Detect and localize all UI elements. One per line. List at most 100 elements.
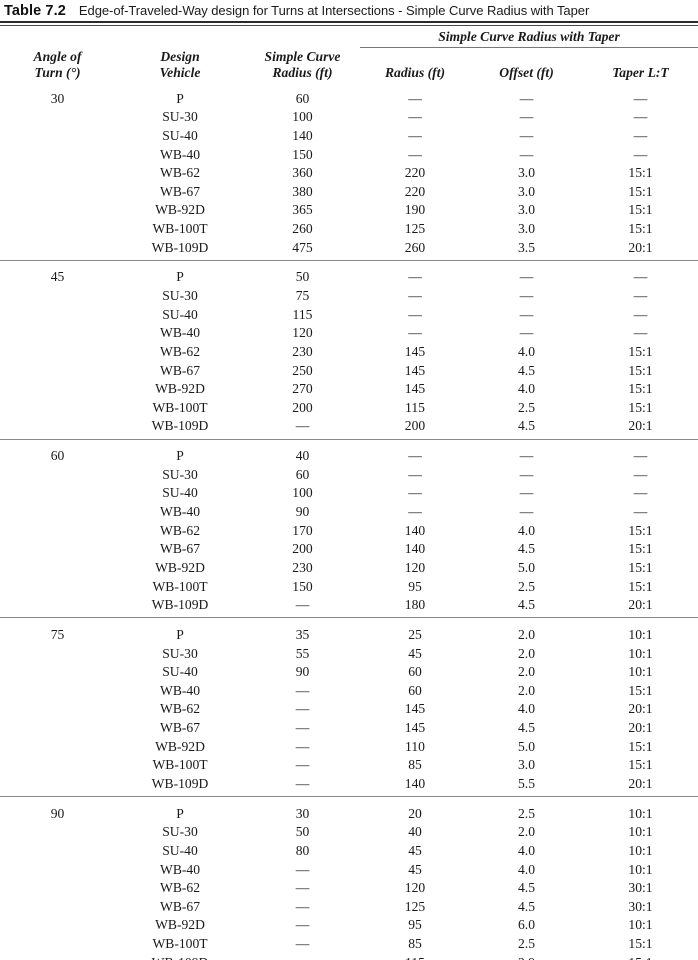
separator-rule [0, 438, 698, 440]
cell-simple-curve-radius: 140 [292, 127, 313, 143]
cell-simple-curve-radius: — [295, 776, 310, 791]
cell-taper-radius: 140 [404, 541, 426, 557]
cell-taper-radius: 95 [408, 578, 422, 594]
cell-taper-offset: 4.0 [518, 861, 535, 877]
cell-angle-of-turn [0, 398, 115, 417]
cell-taper-lt: 15:1 [628, 165, 653, 181]
cell-taper-lt: 10:1 [628, 917, 653, 933]
cell-taper-radius: 115 [405, 399, 425, 415]
cell-taper-radius: — [408, 269, 422, 285]
cell-taper-offset: 2.0 [518, 664, 535, 680]
cell-taper-lt: — [633, 269, 648, 285]
table-row: WB-100T 150 95 2.5 15:1 [0, 577, 698, 596]
cell-design-vehicle: SU-40 [162, 485, 198, 501]
cell-taper-offset: 5.0 [518, 738, 535, 754]
table-row: SU-40 100 — — — [0, 484, 698, 503]
block-separator [0, 436, 698, 443]
cell-taper-radius: — [408, 504, 422, 520]
cell-taper-offset: 3.0 [518, 757, 535, 773]
header-vehicle-line2: Vehicle [159, 65, 201, 81]
cell-angle-of-turn [0, 577, 115, 596]
cell-simple-curve-radius: 260 [292, 221, 313, 237]
cell-design-vehicle: SU-40 [162, 842, 198, 858]
cell-design-vehicle: WB-92D [155, 202, 205, 218]
cell-taper-lt: — [633, 504, 648, 520]
table-row: SU-40 140 — — — [0, 126, 698, 145]
cell-design-vehicle: WB-100T [152, 936, 208, 952]
table-row: WB-100T — 85 3.0 15:1 [0, 756, 698, 775]
header-simple-curve-radius-with-taper: Simple Curve Radius with Taper [360, 25, 698, 48]
cell-simple-curve-radius: 270 [292, 381, 313, 397]
cell-simple-curve-radius: — [295, 757, 310, 773]
cell-taper-lt: 15:1 [628, 757, 653, 773]
table-row: 60 P 40 — — — [0, 443, 698, 466]
cell-taper-radius: 220 [404, 165, 426, 181]
cell-taper-lt: 20:1 [628, 418, 653, 434]
cell-taper-offset: 5.5 [518, 776, 535, 791]
cell-taper-radius: 145 [404, 701, 426, 717]
cell-angle-of-turn [0, 484, 115, 503]
table-row: WB-100T 200 115 2.5 15:1 [0, 398, 698, 417]
header-simple-curve-radius: Simple Curve Radius (ft) [245, 47, 360, 85]
cell-taper-offset: 3.0 [518, 221, 535, 237]
cell-taper-offset: 3.0 [518, 165, 535, 181]
cell-design-vehicle: WB-92D [155, 381, 205, 397]
block-separator-line [0, 257, 698, 264]
table-row: WB-67 380 220 3.0 15:1 [0, 182, 698, 201]
table-row: 90 P 30 20 2.5 10:1 [0, 800, 698, 823]
cell-taper-radius: 60 [408, 682, 422, 698]
table-caption: Table 7.2 Edge-of-Traveled-Way design fo… [0, 0, 698, 21]
cell-taper-offset: 4.0 [518, 701, 535, 717]
cell-angle-of-turn [0, 324, 115, 343]
cell-angle-of-turn: 60 [50, 448, 65, 464]
header-design-vehicle: Design Vehicle [115, 47, 245, 85]
header-angle-of-turn: Angle of Turn (°) [0, 47, 115, 85]
table-row: SU-40 90 60 2.0 10:1 [0, 663, 698, 682]
table-row: WB-62 360 220 3.0 15:1 [0, 164, 698, 183]
cell-taper-radius: 60 [408, 664, 422, 680]
cell-taper-lt: 10:1 [628, 664, 653, 680]
cell-design-vehicle: SU-30 [162, 287, 198, 303]
cell-design-vehicle: WB-40 [159, 504, 201, 520]
cell-design-vehicle: WB-67 [159, 720, 201, 736]
table-row: 75 P 35 25 2.0 10:1 [0, 621, 698, 644]
cell-angle-of-turn [0, 220, 115, 239]
cell-taper-offset: — [519, 448, 534, 464]
cell-taper-lt: 15:1 [628, 578, 653, 594]
cell-simple-curve-radius: — [295, 720, 310, 736]
cell-angle-of-turn [0, 823, 115, 842]
cell-design-vehicle: P [176, 626, 184, 642]
cell-simple-curve-radius: 360 [292, 165, 313, 181]
cell-simple-curve-radius: — [295, 880, 310, 896]
table-row: WB-67 — 125 4.5 30:1 [0, 897, 698, 916]
block-separator-line [0, 436, 698, 443]
cell-taper-lt: 15:1 [628, 936, 653, 952]
cell-angle-of-turn [0, 644, 115, 663]
header-span-pad-2 [115, 26, 245, 48]
cell-taper-offset: 2.0 [518, 645, 535, 661]
cell-taper-lt: 20:1 [628, 776, 653, 791]
cell-taper-radius: 120 [404, 559, 426, 575]
cell-design-vehicle: WB-109D [151, 418, 209, 434]
cell-taper-lt: — [633, 90, 648, 106]
cell-design-vehicle: WB-109D [151, 776, 209, 791]
cell-simple-curve-radius: 90 [295, 664, 310, 680]
table-row: WB-109D 475 260 3.5 20:1 [0, 238, 698, 257]
cell-design-vehicle: WB-40 [159, 861, 201, 877]
cell-taper-offset: 4.5 [518, 597, 535, 613]
cell-simple-curve-radius: 60 [295, 90, 310, 106]
cell-taper-offset: 2.9 [470, 953, 583, 960]
cell-angle-of-turn: 30 [50, 90, 65, 106]
table-row: WB-109D — 180 4.5 20:1 [0, 596, 698, 615]
cell-taper-lt: 10:1 [628, 861, 653, 877]
header-taper-lt: Taper L:T [583, 47, 698, 85]
header-taper-offset-label: Offset (ft) [499, 65, 554, 81]
table-row: WB-62 — 145 4.0 20:1 [0, 700, 698, 719]
cell-simple-curve-radius: 250 [292, 362, 313, 378]
cell-taper-lt: 15:1 [628, 399, 653, 415]
cell-taper-radius: 140 [404, 776, 426, 791]
block-separator-line [0, 614, 698, 621]
cell-taper-lt: 10:1 [628, 645, 653, 661]
cell-taper-lt: — [633, 466, 648, 482]
cell-design-vehicle: P [176, 448, 184, 464]
